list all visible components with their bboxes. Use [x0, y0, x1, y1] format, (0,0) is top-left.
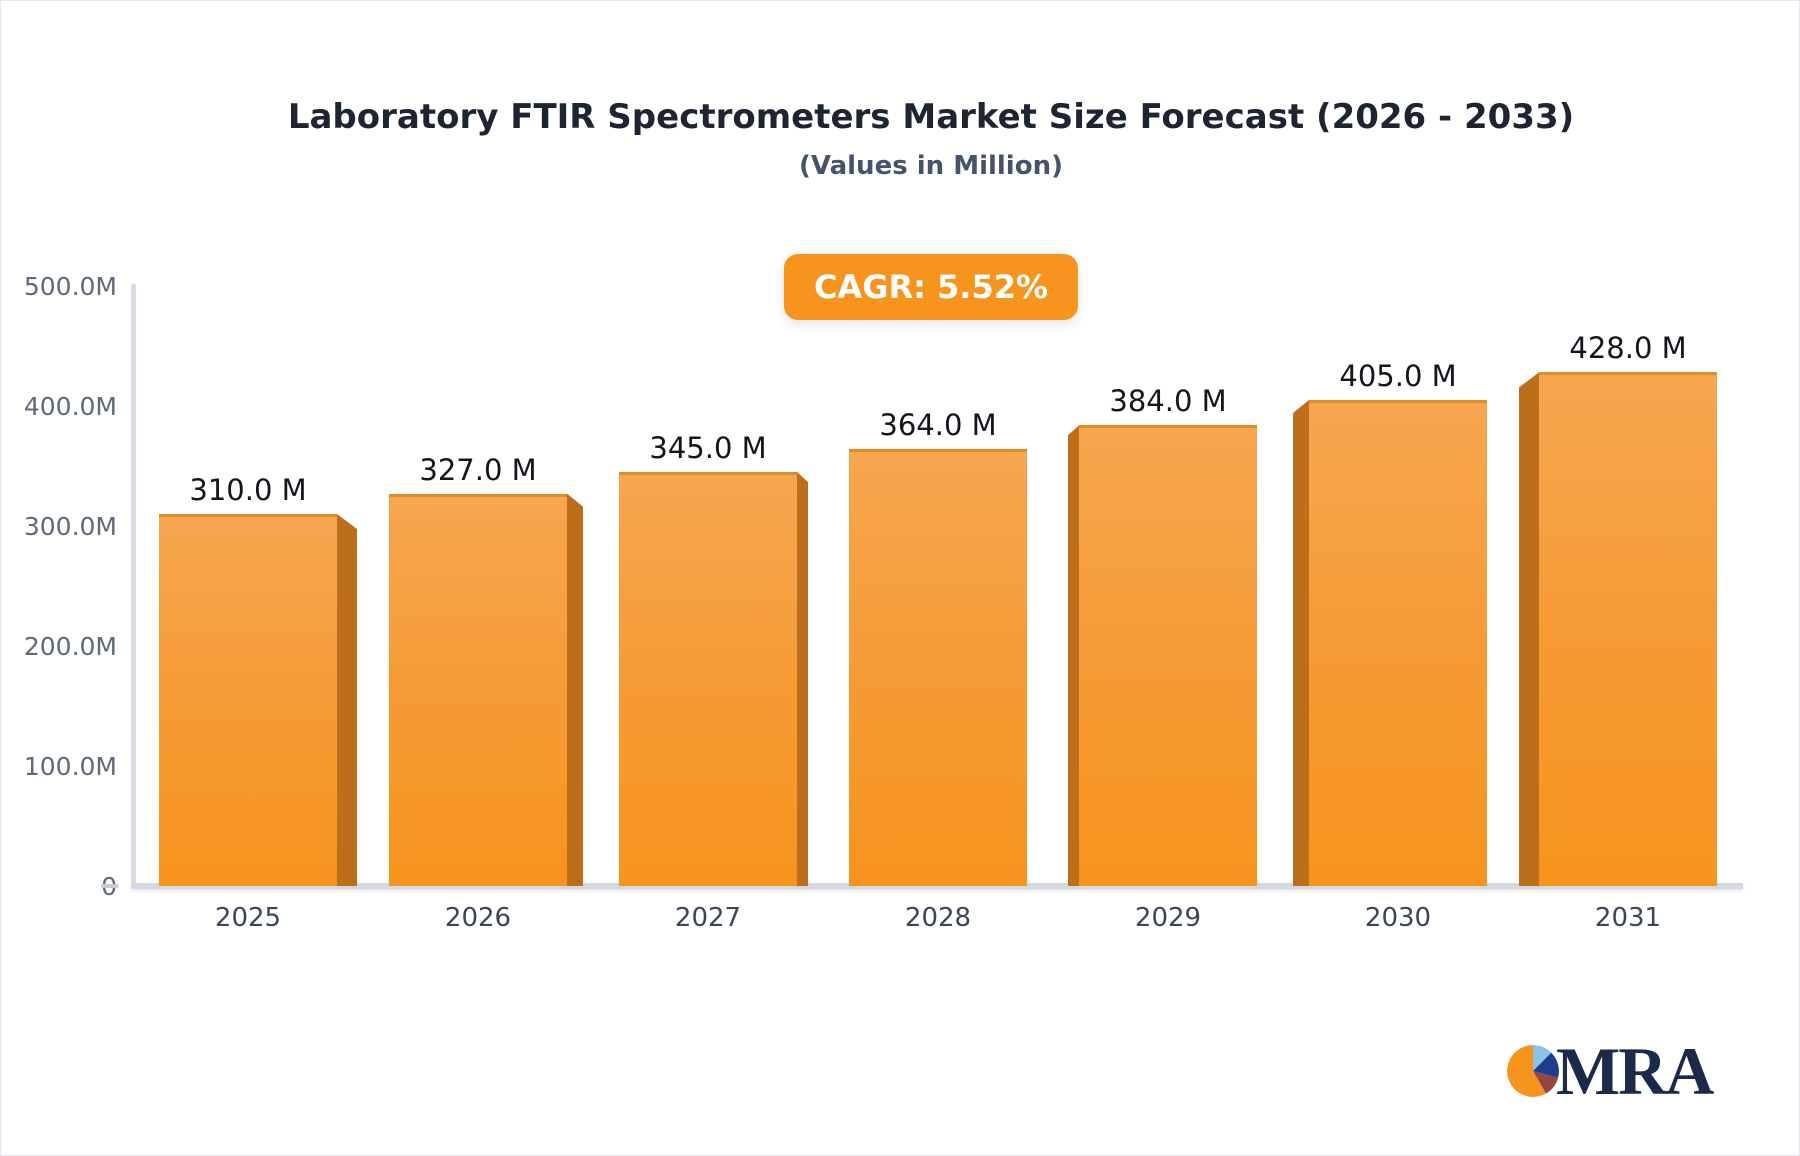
pie-chart-logo-icon [1507, 1045, 1559, 1097]
y-axis-line [131, 284, 136, 888]
bar-side-face-2027 [797, 472, 808, 886]
chart-title: Laboratory FTIR Spectrometers Market Siz… [287, 97, 1575, 137]
x-axis-label-2026: 2026 [444, 903, 512, 933]
brand-logo-text: MRA [1556, 1033, 1714, 1109]
bar-side-face-2026 [567, 493, 583, 886]
x-axis-label-2031: 2031 [1594, 903, 1662, 933]
y-tick-label-100.0M: 100.0M [23, 752, 117, 781]
x-axis-label-2027: 2027 [674, 903, 742, 933]
bar-2026[interactable] [389, 493, 567, 886]
zero-tick-mark [101, 884, 119, 888]
bar-value-label-2030: 405.0 M [1339, 359, 1457, 393]
x-axis-label-2030: 2030 [1364, 903, 1432, 933]
bar-value-label-2031: 428.0 M [1569, 331, 1687, 366]
bar-2025[interactable] [159, 514, 337, 886]
x-axis-label-2025: 2025 [214, 903, 282, 933]
x-axis-label-2029: 2029 [1134, 903, 1202, 933]
bar-2029[interactable] [1079, 425, 1257, 886]
bar-value-label-2026: 327.0 M [419, 452, 537, 487]
bar-side-face-2029 [1068, 425, 1079, 886]
bar-2030[interactable] [1309, 400, 1487, 886]
y-tick-label-200.0M: 200.0M [23, 632, 117, 661]
brand-logo: MRA [1506, 1033, 1714, 1109]
bar-2028[interactable] [849, 449, 1027, 886]
bar-value-label-2027: 345.0 M [649, 431, 767, 465]
y-tick-label-400.0M: 400.0M [23, 392, 117, 421]
cagr-badge: CAGR: 5.52% [783, 254, 1079, 320]
x-axis-line [131, 883, 1743, 889]
bar-value-label-2025: 310.0 M [189, 473, 307, 507]
bar-side-face-2025 [337, 514, 357, 886]
x-axis-label-2028: 2028 [904, 903, 972, 933]
bar-side-face-2030 [1293, 400, 1309, 886]
bar-side-face-2031 [1519, 372, 1539, 886]
bar-2027[interactable] [619, 472, 797, 886]
bar-value-label-2028: 364.0 M [879, 408, 997, 443]
bar-2031[interactable] [1539, 372, 1717, 886]
y-tick-label-500.0M: 500.0M [23, 272, 117, 301]
bar-value-label-2029: 384.0 M [1109, 384, 1227, 419]
y-tick-label-300.0M: 300.0M [23, 512, 117, 541]
y-tick-label-0: 0 [1, 872, 117, 901]
chart-subtitle: (Values in Million) [799, 151, 1063, 181]
